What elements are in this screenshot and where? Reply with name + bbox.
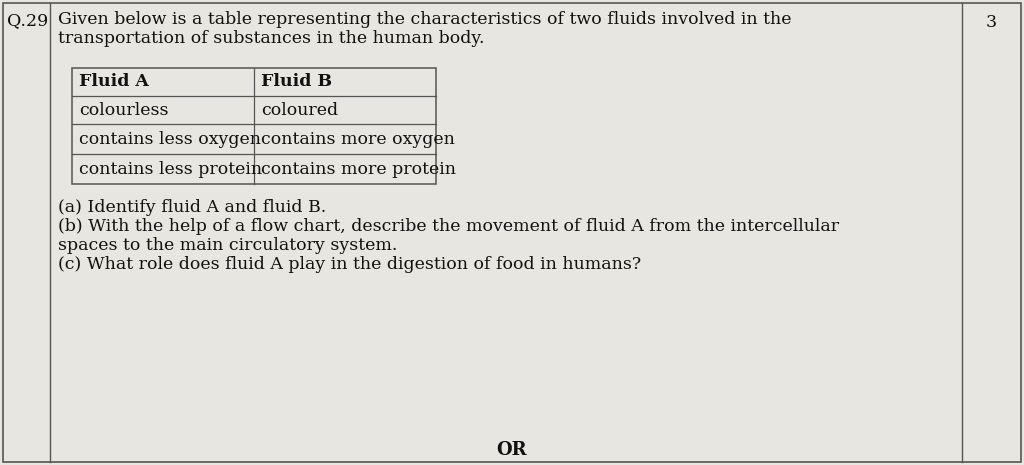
Text: contains more protein: contains more protein	[261, 160, 456, 178]
Text: spaces to the main circulatory system.: spaces to the main circulatory system.	[58, 237, 397, 254]
Text: (a) Identify fluid A and fluid B.: (a) Identify fluid A and fluid B.	[58, 199, 327, 216]
Text: contains more oxygen: contains more oxygen	[261, 131, 455, 147]
Text: Fluid B: Fluid B	[261, 73, 332, 91]
Text: (b) With the help of a flow chart, describe the movement of fluid A from the int: (b) With the help of a flow chart, descr…	[58, 218, 839, 235]
Text: 3: 3	[986, 14, 997, 31]
Text: OR: OR	[497, 441, 527, 459]
Text: colourless: colourless	[79, 101, 169, 119]
Text: contains less protein: contains less protein	[79, 160, 262, 178]
Text: (c) What role does fluid A play in the digestion of food in humans?: (c) What role does fluid A play in the d…	[58, 256, 641, 273]
Text: Q.29: Q.29	[7, 12, 48, 29]
Text: Fluid A: Fluid A	[79, 73, 148, 91]
Text: Given below is a table representing the characteristics of two fluids involved i: Given below is a table representing the …	[58, 11, 792, 28]
Text: transportation of substances in the human body.: transportation of substances in the huma…	[58, 30, 484, 47]
Text: coloured: coloured	[261, 101, 338, 119]
Bar	[72, 68, 436, 184]
Text: contains less oxygen: contains less oxygen	[79, 131, 261, 147]
